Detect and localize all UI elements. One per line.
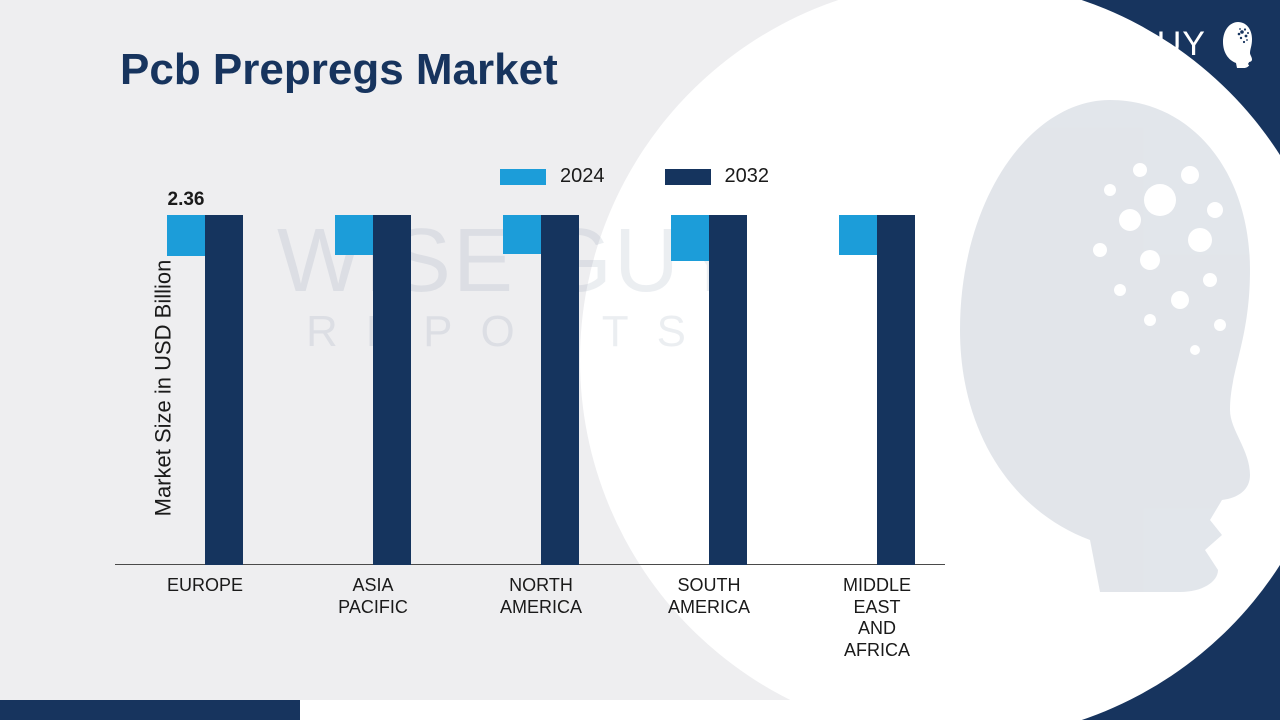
brand-logo: WISE GUY REPORTS xyxy=(1028,20,1256,87)
legend-item-2032: 2032 xyxy=(665,165,770,188)
bar xyxy=(503,215,541,254)
chart-title: Pcb Prepregs Market xyxy=(120,45,558,95)
legend-label-2024: 2024 xyxy=(560,165,605,188)
bar-group: ASIAPACIFIC xyxy=(313,215,433,565)
bar xyxy=(877,215,915,565)
category-label: MIDDLEEASTANDAFRICA xyxy=(807,575,947,661)
brand-sub-text: REPORTS xyxy=(1028,70,1256,87)
bar xyxy=(839,215,877,255)
bar-group: NORTHAMERICA xyxy=(481,215,601,565)
plot-area: 2.36EUROPEASIAPACIFICNORTHAMERICASOUTHAM… xyxy=(115,215,945,565)
bar-group: MIDDLEEASTANDAFRICA xyxy=(817,215,937,565)
bar xyxy=(541,215,579,565)
bar xyxy=(709,215,747,565)
bar xyxy=(335,215,373,255)
legend-item-2024: 2024 xyxy=(500,165,605,188)
category-label: SOUTHAMERICA xyxy=(639,575,779,618)
category-label: NORTHAMERICA xyxy=(471,575,611,618)
legend-label-2032: 2032 xyxy=(725,165,770,188)
brand-head-icon xyxy=(1212,20,1256,68)
bar-value-label: 2.36 xyxy=(168,189,205,211)
bar-group: SOUTHAMERICA xyxy=(649,215,769,565)
bar xyxy=(373,215,411,565)
brand-main-row: WISE GUY xyxy=(1028,20,1256,68)
legend: 2024 2032 xyxy=(500,165,769,188)
category-label: ASIAPACIFIC xyxy=(303,575,443,618)
bottom-accent-bar xyxy=(0,700,300,720)
category-label: EUROPE xyxy=(135,575,275,597)
brand-main-text: WISE GUY xyxy=(1028,27,1206,61)
legend-swatch-2032 xyxy=(665,169,711,185)
bar: 2.36 xyxy=(167,215,205,256)
y-axis-label: Market Size in USD Billion xyxy=(150,260,176,517)
bar xyxy=(205,215,243,565)
bar xyxy=(671,215,709,261)
legend-swatch-2024 xyxy=(500,169,546,185)
